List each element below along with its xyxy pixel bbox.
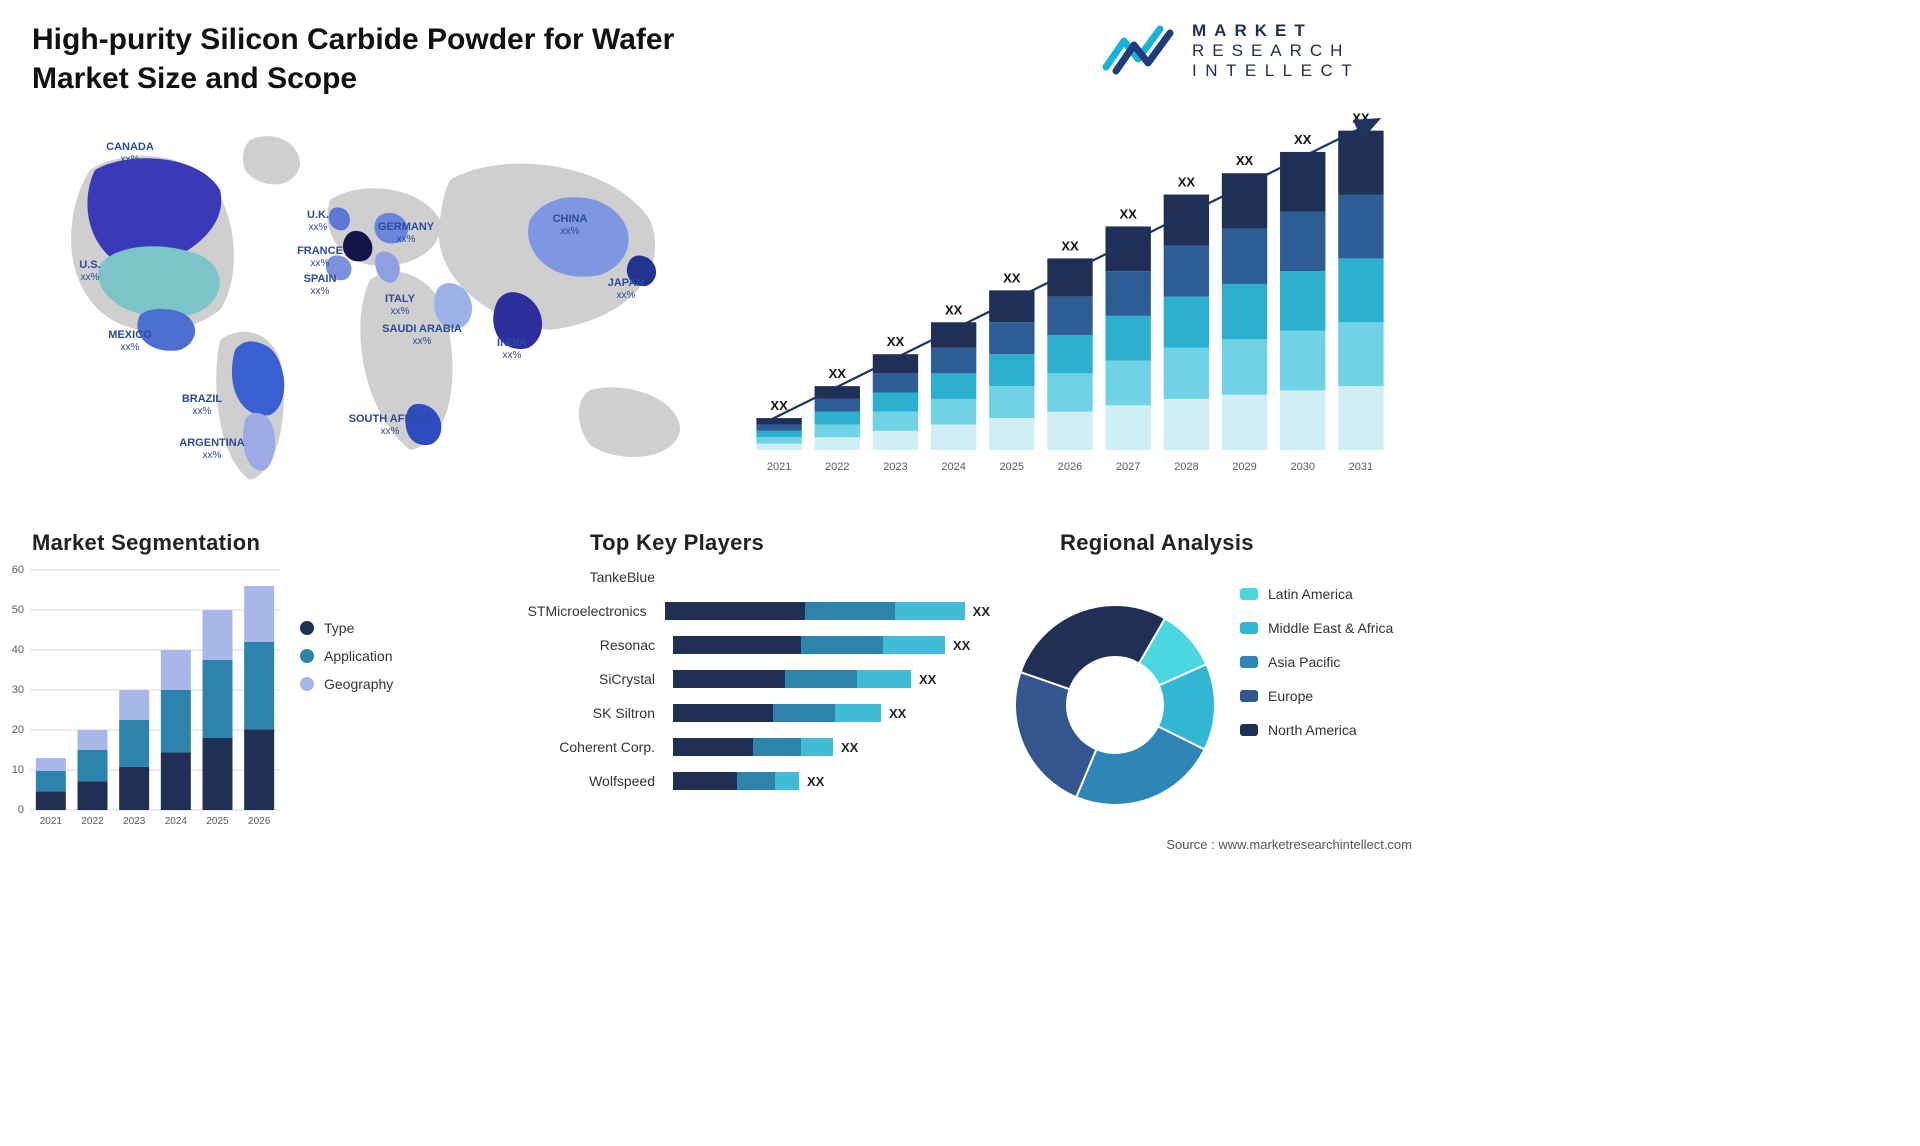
donut-slice <box>1021 605 1165 689</box>
legend-label: Europe <box>1268 688 1313 704</box>
legend-item: North America <box>1240 722 1393 738</box>
legend-swatch <box>1240 690 1258 702</box>
regional-legend: Latin America Middle East & Africa Asia Pa… <box>1240 586 1393 756</box>
legend-swatch <box>1240 656 1258 668</box>
legend-label: Latin America <box>1268 586 1353 602</box>
legend-label: North America <box>1268 722 1357 738</box>
regional-donut-chart <box>0 0 1440 860</box>
legend-swatch <box>1240 622 1258 634</box>
legend-swatch <box>1240 724 1258 736</box>
legend-swatch <box>1240 588 1258 600</box>
source-label: Source : www.marketresearchintellect.com <box>1166 837 1412 852</box>
donut-slice <box>1015 672 1096 797</box>
legend-item: Europe <box>1240 688 1393 704</box>
legend-item: Middle East & Africa <box>1240 620 1393 636</box>
legend-label: Middle East & Africa <box>1268 620 1393 636</box>
legend-item: Asia Pacific <box>1240 654 1393 670</box>
legend-item: Latin America <box>1240 586 1393 602</box>
legend-label: Asia Pacific <box>1268 654 1340 670</box>
